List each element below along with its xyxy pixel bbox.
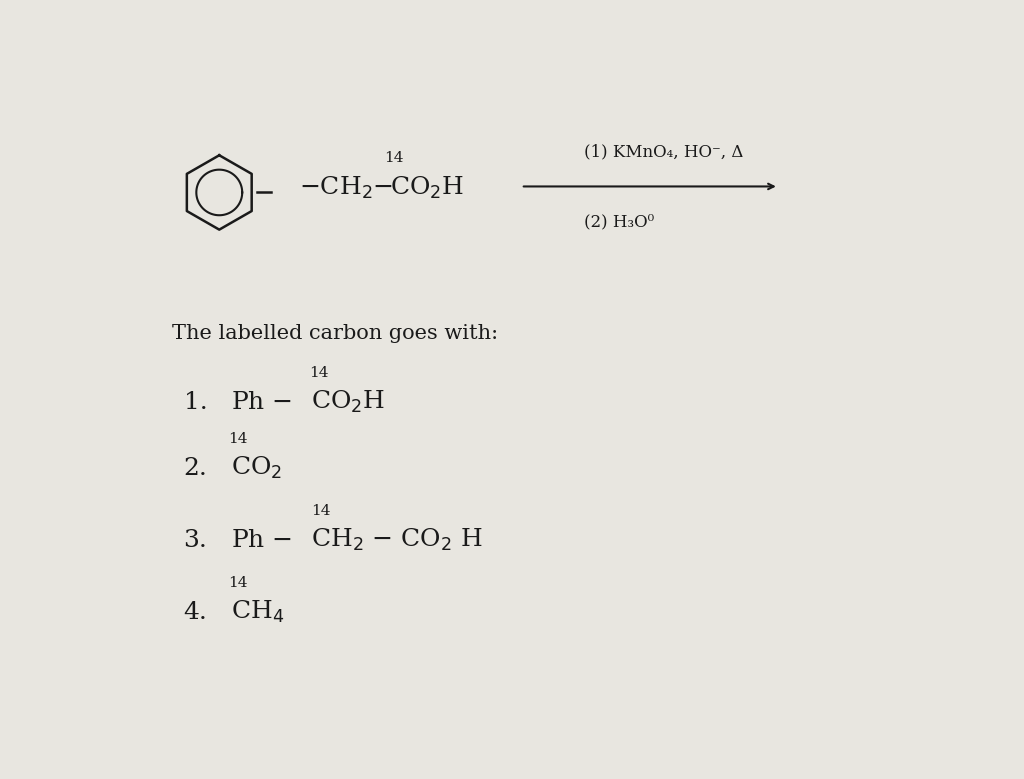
Text: (2) H₃O⁰: (2) H₃O⁰ (585, 213, 654, 231)
Text: CO$_2$H: CO$_2$H (390, 174, 464, 201)
Text: CH$_4$: CH$_4$ (231, 599, 285, 626)
Text: Ph $-$: Ph $-$ (231, 391, 292, 414)
Text: Ph $-$: Ph $-$ (231, 529, 292, 552)
Text: 3.: 3. (183, 529, 208, 552)
Text: 1.: 1. (183, 391, 207, 414)
Text: 14: 14 (384, 151, 403, 165)
Text: $-$CH$_2$$-$: $-$CH$_2$$-$ (299, 174, 393, 201)
Text: (1) KMnO₄, HO⁻, Δ: (1) KMnO₄, HO⁻, Δ (585, 143, 743, 160)
Text: CO$_2$H: CO$_2$H (310, 390, 385, 415)
Text: 14: 14 (311, 503, 331, 517)
Text: 14: 14 (308, 365, 329, 379)
Text: 14: 14 (227, 576, 247, 590)
Text: 4.: 4. (183, 601, 208, 624)
Text: CO$_2$: CO$_2$ (231, 455, 283, 481)
Text: 14: 14 (227, 432, 247, 446)
Text: The labelled carbon goes with:: The labelled carbon goes with: (172, 324, 498, 343)
Text: 2.: 2. (183, 456, 208, 480)
Text: CH$_2$ $-$ CO$_2$ H: CH$_2$ $-$ CO$_2$ H (310, 527, 482, 553)
